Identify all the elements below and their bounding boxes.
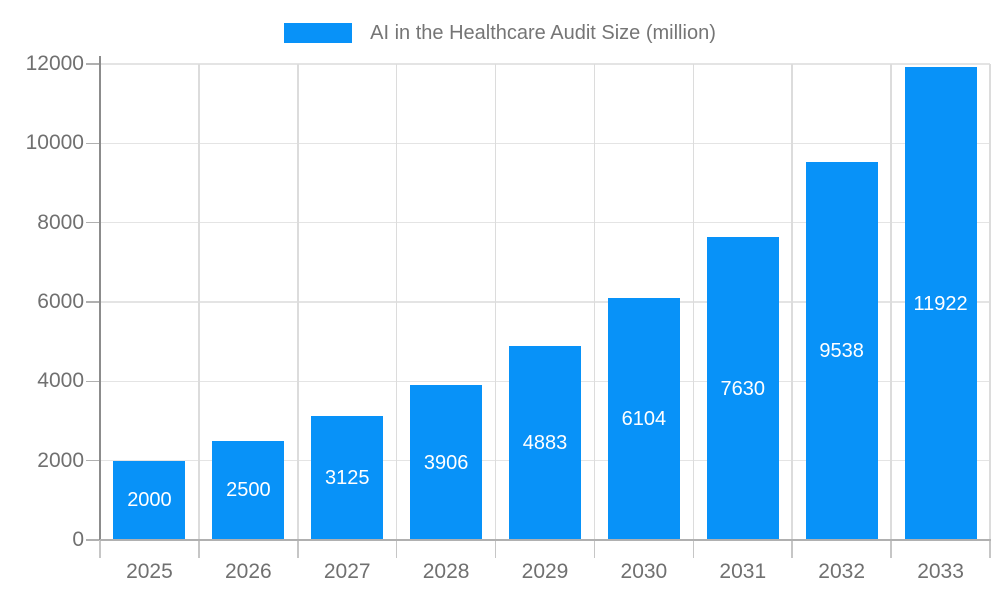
y-tick-label: 12000 [25, 52, 84, 75]
x-tick-label: 2033 [917, 560, 964, 583]
x-axis-line [100, 539, 991, 541]
bar [805, 161, 878, 540]
v-gridline [494, 64, 497, 540]
bar-value-label: 2000 [127, 489, 172, 512]
bar [904, 67, 977, 540]
x-axis-tick [99, 540, 101, 558]
v-gridline [593, 64, 596, 540]
x-axis-tick [989, 540, 991, 558]
x-axis-tick [791, 540, 793, 558]
v-gridline [297, 64, 299, 540]
v-gridline [890, 64, 892, 540]
y-axis-tick [86, 301, 100, 303]
bar-value-label: 2500 [226, 479, 271, 502]
x-tick-label: 2027 [323, 560, 371, 583]
y-tick-label: 8000 [37, 210, 84, 234]
bar [212, 440, 285, 540]
y-axis-tick [86, 63, 100, 65]
y-axis-tick [86, 459, 100, 462]
v-gridline [198, 64, 200, 540]
bar [113, 460, 186, 540]
x-axis-tick [593, 540, 596, 558]
y-axis-tick [86, 380, 100, 383]
x-axis-tick [890, 540, 892, 558]
legend-label: AI in the Healthcare Audit Size (million… [370, 22, 716, 44]
y-axis-line [99, 56, 101, 540]
h-gridline [100, 142, 990, 145]
x-tick-label: 2032 [818, 560, 866, 583]
x-tick-label: 2026 [224, 560, 272, 583]
y-axis-tick [86, 539, 100, 541]
x-axis-tick [692, 540, 695, 558]
h-gridline [100, 221, 990, 224]
y-tick-label: 10000 [25, 131, 84, 155]
x-axis-tick [494, 540, 497, 558]
v-gridline [791, 64, 793, 540]
x-axis-tick [198, 540, 200, 558]
bar-value-label: 6104 [621, 407, 667, 430]
x-tick-label: 2029 [521, 560, 569, 583]
y-tick-label: 2000 [37, 448, 84, 472]
y-tick-label: 4000 [37, 369, 84, 393]
y-axis-tick [86, 142, 100, 145]
v-gridline [395, 64, 398, 540]
legend-swatch [284, 23, 353, 43]
y-tick-label: 6000 [37, 290, 84, 313]
x-axis-tick [297, 540, 299, 558]
y-tick-label: 0 [72, 528, 84, 551]
bar [607, 297, 680, 540]
bar-value-label: 7630 [720, 377, 766, 400]
bar [706, 237, 779, 540]
x-tick-label: 2028 [422, 560, 470, 583]
bar-value-label: 3906 [423, 451, 469, 474]
bar [509, 346, 581, 540]
h-gridline [100, 301, 990, 303]
x-axis-tick [395, 540, 398, 558]
x-tick-label: 2025 [126, 560, 173, 583]
bar-value-label: 9538 [819, 339, 864, 362]
x-tick-label: 2030 [620, 560, 668, 583]
v-gridline [692, 64, 695, 540]
y-axis-tick [86, 221, 100, 224]
bar-value-label: 11922 [913, 292, 968, 315]
x-tick-label: 2031 [719, 560, 767, 583]
bar-value-label: 4883 [522, 432, 568, 455]
v-gridline [989, 64, 991, 540]
bar [311, 416, 384, 540]
bar-value-label: 3125 [324, 467, 370, 490]
legend[interactable]: AI in the Healthcare Audit Size (million… [0, 20, 1000, 46]
bar [410, 385, 483, 540]
h-gridline [100, 63, 990, 65]
